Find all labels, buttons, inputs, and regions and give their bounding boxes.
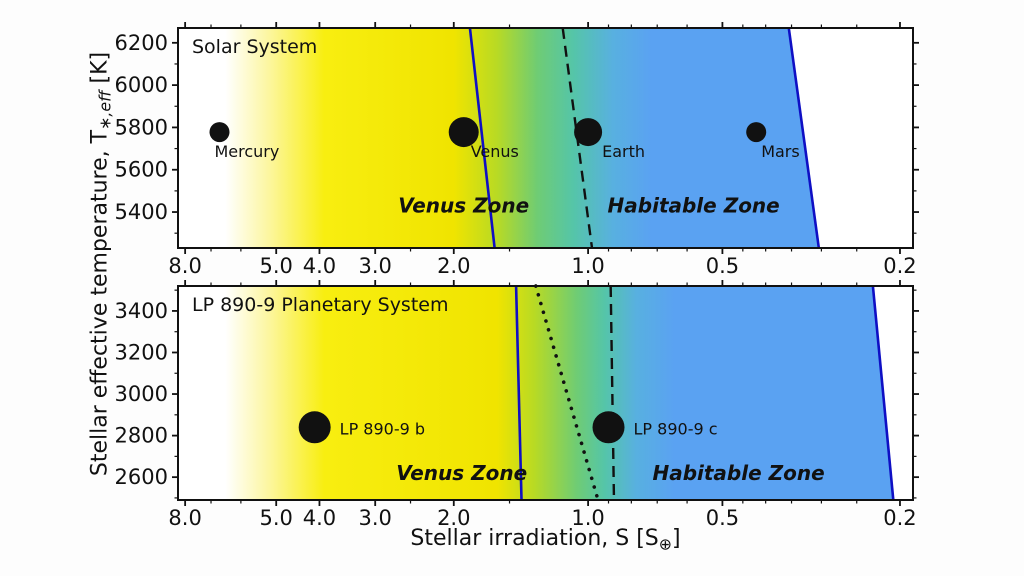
zone-label-habitable-zone: Habitable Zone	[652, 461, 824, 485]
x-axis-title: Stellar irradiation, S [S⊕]	[178, 526, 913, 553]
planet-marker-earth	[574, 118, 603, 147]
x-tick-label: 1.0	[571, 506, 604, 530]
planet-marker-lp-890-9-b	[298, 411, 331, 444]
beyond-habitable-zone-region	[788, 28, 913, 248]
x-tick-label: 0.5	[706, 506, 739, 530]
y-tick-label: 5800	[115, 115, 168, 139]
planet-label-earth: Earth	[602, 142, 645, 161]
beyond-habitable-zone-region	[872, 286, 913, 500]
y-tick-label: 3000	[115, 382, 168, 406]
planet-marker-mars	[746, 122, 767, 143]
x-tick-label: 4.0	[303, 506, 336, 530]
x-tick-label: 8.0	[168, 254, 201, 278]
habitable-zone-outer-edge-line	[871, 285, 895, 501]
x-tick-label: 3.0	[358, 506, 391, 530]
y-tick-label: 3200	[115, 340, 168, 364]
panel-title-lp-890-9: LP 890-9 Planetary System	[192, 294, 448, 316]
panel-lp-890-9: Venus Zone Habitable Zone LP 890-9 b LP 890…	[115, 280, 919, 530]
y-tick-label: 2600	[115, 465, 168, 489]
tick-marks	[172, 280, 919, 506]
planet-label-lp-890-9-c: LP 890-9 c	[634, 419, 718, 438]
y-axis-title-suffix: [K]	[87, 51, 113, 91]
x-axis-title-suffix: ]	[672, 526, 681, 551]
y-tick-label: 5600	[115, 158, 168, 182]
y-tick-label: 3400	[115, 299, 168, 323]
habitable-zone-outer-edge-line	[787, 27, 821, 249]
x-tick-label: 5.0	[260, 506, 293, 530]
panel-solar-system: Venus Zone Habitable Zone Mercury Venus Eart…	[115, 22, 919, 278]
x-tick-label: 3.0	[358, 254, 391, 278]
earth-symbol-subscript: ⊕	[658, 534, 673, 554]
planet-label-lp-890-9-b: LP 890-9 b	[340, 419, 425, 438]
y-axis-title-text: Stellar effective temperature, T	[87, 129, 113, 477]
x-tick-label: 8.0	[168, 506, 201, 530]
panel-title-solar-system: Solar System	[192, 36, 317, 58]
x-tick-label: 0.2	[883, 506, 916, 530]
zone-label-venus-zone: Venus Zone	[398, 194, 529, 218]
venus-zone-habitable-zone-boundary-line	[468, 27, 496, 249]
x-tick-label: 2.0	[437, 254, 470, 278]
zone-gradient	[178, 28, 913, 248]
x-tick-label: 2.0	[437, 506, 470, 530]
venus-zone-habitable-zone-boundary-line	[514, 285, 523, 501]
panel-border	[177, 27, 914, 249]
x-tick-label: 0.5	[706, 254, 739, 278]
planet-marker-venus	[448, 117, 479, 148]
x-tick-label: 4.0	[303, 254, 336, 278]
y-tick-label: 2800	[115, 424, 168, 448]
x-axis-title-text: Stellar irradiation, S [S	[410, 526, 659, 551]
inner-limit-dotted-line	[533, 284, 600, 502]
x-tick-label: 5.0	[260, 254, 293, 278]
teff-subscript: ∗,eff	[95, 90, 115, 130]
zone-label-venus-zone: Venus Zone	[396, 461, 527, 485]
x-tick-label: 0.2	[883, 254, 916, 278]
zone-label-habitable-zone: Habitable Zone	[608, 194, 780, 218]
x-tick-label: 1.0	[571, 254, 604, 278]
y-tick-label: 6200	[115, 31, 168, 55]
panel-border	[177, 285, 914, 501]
planet-label-mercury: Mercury	[214, 142, 279, 161]
planet-label-venus: Venus	[471, 142, 519, 161]
y-tick-label: 6000	[115, 73, 168, 97]
planet-label-mars: Mars	[761, 142, 800, 161]
tick-marks	[172, 22, 919, 254]
y-axis-title: Stellar effective temperature, T∗,eff [K…	[87, 52, 114, 476]
planet-marker-mercury	[209, 122, 230, 143]
planet-marker-lp-890-9-c	[592, 411, 625, 444]
y-tick-label: 5400	[115, 200, 168, 224]
